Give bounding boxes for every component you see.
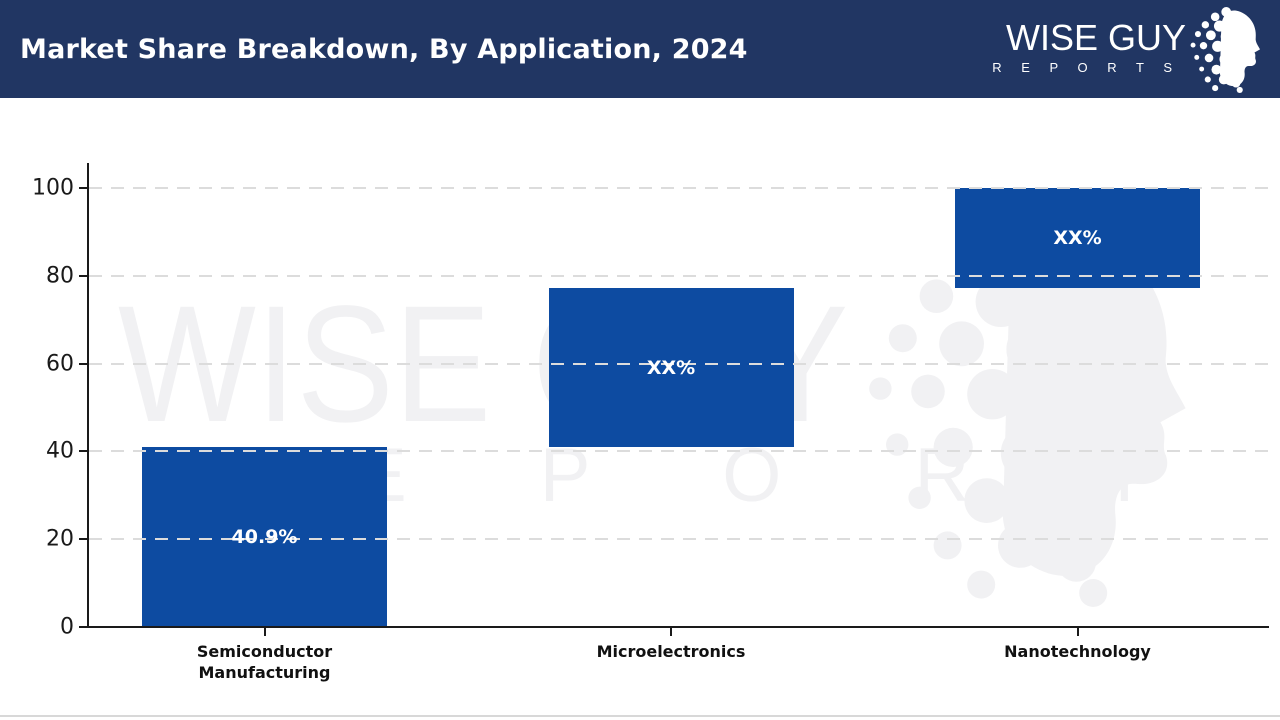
y-tick-mark bbox=[79, 538, 87, 541]
header-bar: Market Share Breakdown, By Application, … bbox=[0, 0, 1280, 98]
gridline bbox=[89, 187, 1269, 189]
bar-value-label: 40.9% bbox=[231, 526, 298, 549]
logo-subtext: R E P O R T S bbox=[992, 60, 1180, 75]
y-tick-mark bbox=[79, 362, 87, 365]
wise-guy-reports-logo: WISE GUY R E P O R T S bbox=[992, 0, 1268, 98]
y-axis bbox=[87, 163, 89, 628]
x-category-label: Nanotechnology bbox=[1004, 642, 1151, 661]
y-tick-mark bbox=[79, 450, 87, 453]
gridline bbox=[89, 362, 1269, 365]
gridline bbox=[89, 274, 1269, 277]
page-title: Market Share Breakdown, By Application, … bbox=[20, 33, 748, 65]
y-tick-mark bbox=[79, 274, 87, 277]
bar bbox=[142, 447, 387, 627]
bar bbox=[548, 288, 794, 448]
y-tick-label: 20 bbox=[46, 526, 74, 552]
bar-value-label: XX% bbox=[1053, 227, 1102, 249]
y-tick-label: 100 bbox=[32, 175, 74, 201]
x-category-label: Semiconductor Manufacturing bbox=[196, 642, 333, 682]
logo-wordmark: WISE GUY bbox=[1005, 17, 1186, 58]
bottom-border bbox=[0, 715, 1280, 717]
y-tick-label: 80 bbox=[46, 263, 74, 289]
x-axis bbox=[87, 626, 1269, 628]
bar-value-label: XX% bbox=[646, 356, 696, 379]
bar bbox=[955, 188, 1200, 289]
x-tick-mark bbox=[670, 628, 672, 636]
chart-area: 0 20 40 60 80 100 40.9% Semiconductor Manufactu… bbox=[0, 98, 1280, 716]
gridline bbox=[89, 450, 1269, 453]
logo-face-icon bbox=[1190, 7, 1261, 93]
x-tick-mark bbox=[263, 628, 266, 636]
y-tick-mark bbox=[79, 187, 87, 189]
x-category-label: Microelectronics bbox=[596, 642, 746, 661]
y-tick-label: 60 bbox=[46, 351, 74, 377]
y-tick-mark bbox=[79, 626, 87, 628]
gridline bbox=[89, 538, 1269, 541]
y-tick-label: 0 bbox=[60, 614, 74, 640]
y-tick-label: 40 bbox=[46, 438, 74, 464]
x-tick-mark bbox=[1076, 628, 1079, 636]
